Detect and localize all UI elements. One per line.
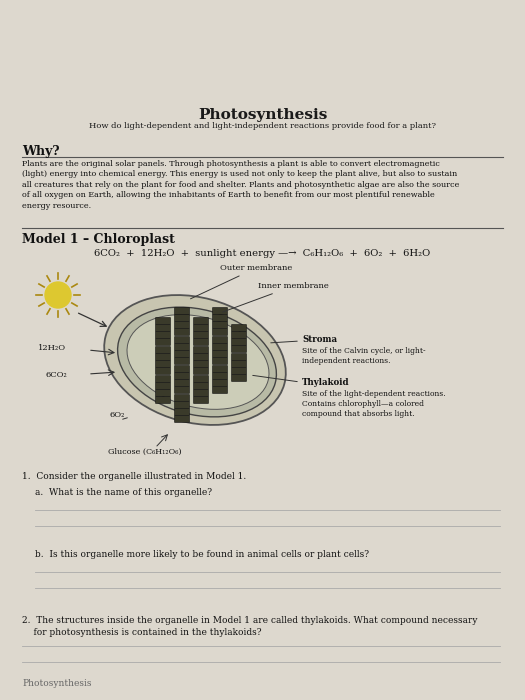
FancyBboxPatch shape <box>232 368 247 374</box>
FancyBboxPatch shape <box>174 395 190 402</box>
Text: Model 1 – Chloroplast: Model 1 – Chloroplast <box>22 233 175 246</box>
FancyBboxPatch shape <box>155 332 171 339</box>
FancyBboxPatch shape <box>155 354 171 360</box>
Text: a.  What is the name of this organelle?: a. What is the name of this organelle? <box>35 488 212 497</box>
FancyBboxPatch shape <box>174 328 190 335</box>
FancyBboxPatch shape <box>174 386 190 393</box>
FancyBboxPatch shape <box>232 332 247 339</box>
Ellipse shape <box>127 315 269 410</box>
FancyBboxPatch shape <box>155 346 171 354</box>
FancyBboxPatch shape <box>232 346 247 353</box>
FancyBboxPatch shape <box>174 344 190 351</box>
Text: How do light-dependent and light-independent reactions provide food for a plant?: How do light-dependent and light-indepen… <box>89 122 436 130</box>
FancyBboxPatch shape <box>232 354 247 360</box>
Text: Glucose (C₆H₁₂O₆): Glucose (C₆H₁₂O₆) <box>108 448 182 456</box>
Text: Stroma: Stroma <box>302 335 337 344</box>
FancyBboxPatch shape <box>213 386 227 393</box>
Text: Inner membrane: Inner membrane <box>223 282 329 312</box>
Text: 6CO₂  +  12H₂O  +  sunlight energy —→  C₆H₁₂O₆  +  6O₂  +  6H₂O: 6CO₂ + 12H₂O + sunlight energy —→ C₆H₁₂O… <box>94 249 430 258</box>
FancyBboxPatch shape <box>174 416 190 423</box>
FancyBboxPatch shape <box>194 375 208 382</box>
Text: Site of the light-dependent reactions.
Contains chlorophyll—a colored
compound t: Site of the light-dependent reactions. C… <box>302 390 446 418</box>
FancyBboxPatch shape <box>194 332 208 339</box>
FancyBboxPatch shape <box>155 339 171 346</box>
Text: Plants are the original solar panels. Through photosynthesis a plant is able to : Plants are the original solar panels. Th… <box>22 160 459 209</box>
Text: Photosynthesis: Photosynthesis <box>22 679 91 688</box>
FancyBboxPatch shape <box>174 307 190 314</box>
FancyBboxPatch shape <box>155 325 171 332</box>
FancyBboxPatch shape <box>194 346 208 354</box>
FancyBboxPatch shape <box>194 382 208 389</box>
FancyBboxPatch shape <box>194 318 208 325</box>
Text: Site of the Calvin cycle, or light-
independent reactions.: Site of the Calvin cycle, or light- inde… <box>302 347 426 365</box>
FancyBboxPatch shape <box>155 318 171 325</box>
Text: 2.  The structures inside the organelle in Model 1 are called thylakoids. What c: 2. The structures inside the organelle i… <box>22 616 478 637</box>
FancyBboxPatch shape <box>194 368 208 374</box>
FancyBboxPatch shape <box>174 409 190 416</box>
FancyBboxPatch shape <box>155 396 171 403</box>
FancyBboxPatch shape <box>174 365 190 372</box>
FancyBboxPatch shape <box>213 307 227 314</box>
Ellipse shape <box>104 295 286 425</box>
FancyBboxPatch shape <box>194 360 208 368</box>
FancyBboxPatch shape <box>155 389 171 396</box>
FancyBboxPatch shape <box>194 396 208 403</box>
FancyBboxPatch shape <box>194 354 208 360</box>
Text: 12H₂O: 12H₂O <box>38 344 66 352</box>
FancyBboxPatch shape <box>194 339 208 346</box>
Text: Outer membrane: Outer membrane <box>191 264 292 299</box>
FancyBboxPatch shape <box>174 351 190 358</box>
FancyBboxPatch shape <box>155 360 171 368</box>
FancyBboxPatch shape <box>213 321 227 328</box>
FancyBboxPatch shape <box>174 337 190 344</box>
FancyBboxPatch shape <box>213 372 227 379</box>
FancyBboxPatch shape <box>213 344 227 351</box>
FancyBboxPatch shape <box>194 325 208 332</box>
FancyBboxPatch shape <box>174 314 190 321</box>
Circle shape <box>45 282 71 308</box>
FancyBboxPatch shape <box>232 374 247 382</box>
FancyBboxPatch shape <box>174 402 190 409</box>
FancyBboxPatch shape <box>232 360 247 368</box>
FancyBboxPatch shape <box>155 382 171 389</box>
Text: Photosynthesis: Photosynthesis <box>198 108 327 122</box>
FancyBboxPatch shape <box>174 379 190 386</box>
FancyBboxPatch shape <box>194 389 208 396</box>
Text: 6O₂: 6O₂ <box>110 411 125 419</box>
FancyBboxPatch shape <box>232 325 247 332</box>
Text: b.  Is this organelle more likely to be found in animal cells or plant cells?: b. Is this organelle more likely to be f… <box>35 550 369 559</box>
FancyBboxPatch shape <box>213 358 227 365</box>
FancyBboxPatch shape <box>174 358 190 365</box>
FancyBboxPatch shape <box>213 328 227 335</box>
FancyBboxPatch shape <box>213 351 227 358</box>
Text: 6CO₂: 6CO₂ <box>45 371 67 379</box>
FancyBboxPatch shape <box>232 339 247 346</box>
Text: 1.  Consider the organelle illustrated in Model 1.: 1. Consider the organelle illustrated in… <box>22 472 246 481</box>
FancyBboxPatch shape <box>155 368 171 374</box>
FancyBboxPatch shape <box>213 379 227 386</box>
FancyBboxPatch shape <box>213 365 227 372</box>
Text: Thylakoid: Thylakoid <box>302 378 350 387</box>
FancyBboxPatch shape <box>174 321 190 328</box>
Ellipse shape <box>118 307 276 417</box>
FancyBboxPatch shape <box>155 375 171 382</box>
FancyBboxPatch shape <box>213 314 227 321</box>
Text: Why?: Why? <box>22 145 59 158</box>
FancyBboxPatch shape <box>174 372 190 379</box>
FancyBboxPatch shape <box>213 337 227 344</box>
